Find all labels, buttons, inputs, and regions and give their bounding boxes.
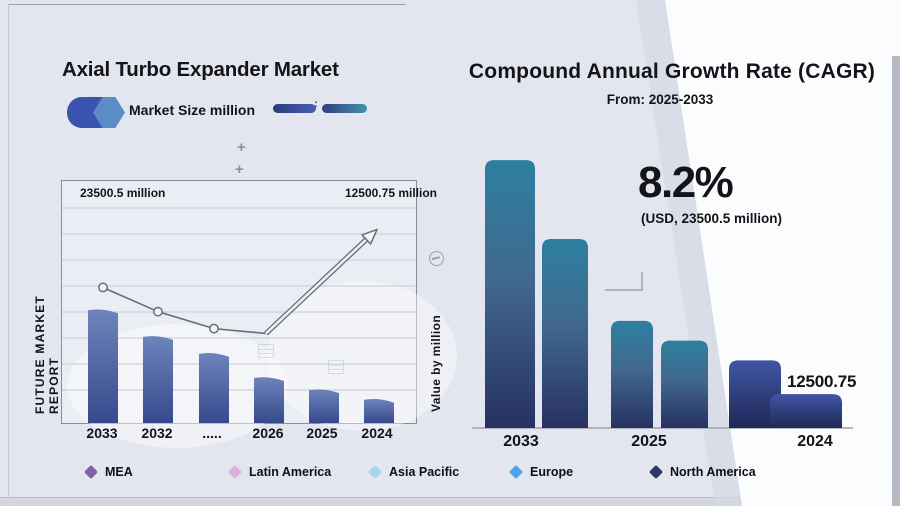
minus-circle-icon bbox=[427, 249, 446, 268]
cylinder-icon bbox=[67, 97, 125, 128]
legend-label: North America bbox=[670, 465, 756, 479]
plus-mark-icon: + bbox=[235, 161, 244, 178]
plus-mark-icon: + bbox=[237, 139, 246, 156]
left-chart-plot-area bbox=[61, 180, 457, 448]
diamond-icon bbox=[227, 464, 243, 480]
cagr-subtitle: From: 2025-2033 bbox=[606, 92, 714, 107]
left-chart-annotation-start: 23500.5 million bbox=[80, 186, 166, 200]
cagr-value: 8.2% bbox=[638, 158, 734, 207]
diamond-icon bbox=[367, 464, 383, 480]
right-grouped-bar-chart bbox=[472, 160, 853, 429]
diamond-icon bbox=[508, 464, 524, 480]
table-watermark-icon bbox=[258, 344, 274, 358]
cagr-detail: (USD, 23500.5 million) bbox=[641, 211, 783, 226]
legend-item-mea: MEA bbox=[83, 464, 133, 480]
left-x-label: 2024 bbox=[361, 425, 393, 441]
left-x-label: 2032 bbox=[141, 425, 173, 441]
ratio-colon: : bbox=[314, 98, 318, 110]
market-size-legend-label: Market Size million bbox=[129, 102, 256, 118]
future-market-report-watermark: FUTURE MARKET REPORT bbox=[33, 295, 61, 414]
left-x-label: ..... bbox=[202, 425, 222, 441]
background-bottom-strip bbox=[0, 497, 752, 506]
right-x-label: 2024 bbox=[797, 433, 833, 450]
left-chart-title: Axial Turbo Expander Market bbox=[62, 58, 339, 81]
background-right-edge-strip bbox=[892, 56, 900, 506]
value-by-million-axis-label: Value by million bbox=[429, 314, 443, 412]
legend-label: MEA bbox=[105, 465, 133, 479]
legend-label: Europe bbox=[530, 465, 574, 479]
diamond-icon bbox=[648, 464, 664, 480]
left-x-label: 2026 bbox=[252, 425, 284, 441]
diamond-icon bbox=[83, 464, 99, 480]
right-x-label: 2025 bbox=[631, 433, 667, 450]
legend-item-europe: Europe bbox=[508, 464, 574, 480]
bar-value-annotation: 12500.75 bbox=[787, 372, 857, 391]
hexagon-icon bbox=[93, 97, 125, 128]
ratio-pill-blue-icon bbox=[273, 104, 316, 113]
left-x-label: 2025 bbox=[306, 425, 338, 441]
ratio-pill-teal-icon bbox=[322, 104, 367, 113]
legend-label: Asia Pacific bbox=[389, 465, 460, 479]
frame-line-top bbox=[8, 4, 406, 5]
left-x-label: 2033 bbox=[86, 425, 118, 441]
table-watermark-icon bbox=[328, 360, 344, 374]
legend-item-asia-pacific: Asia Pacific bbox=[367, 464, 460, 480]
left-bar-line-chart bbox=[62, 207, 457, 448]
legend-label: Latin America bbox=[249, 465, 332, 479]
legend-item-north-america: North America bbox=[648, 464, 756, 480]
legend-item-latin-america: Latin America bbox=[227, 464, 332, 480]
left-chart-annotation-end: 12500.75 million bbox=[344, 186, 437, 200]
cagr-title: Compound Annual Growth Rate (CAGR) bbox=[468, 60, 876, 83]
right-x-label: 2033 bbox=[503, 433, 539, 450]
frame-line-left bbox=[8, 4, 9, 498]
